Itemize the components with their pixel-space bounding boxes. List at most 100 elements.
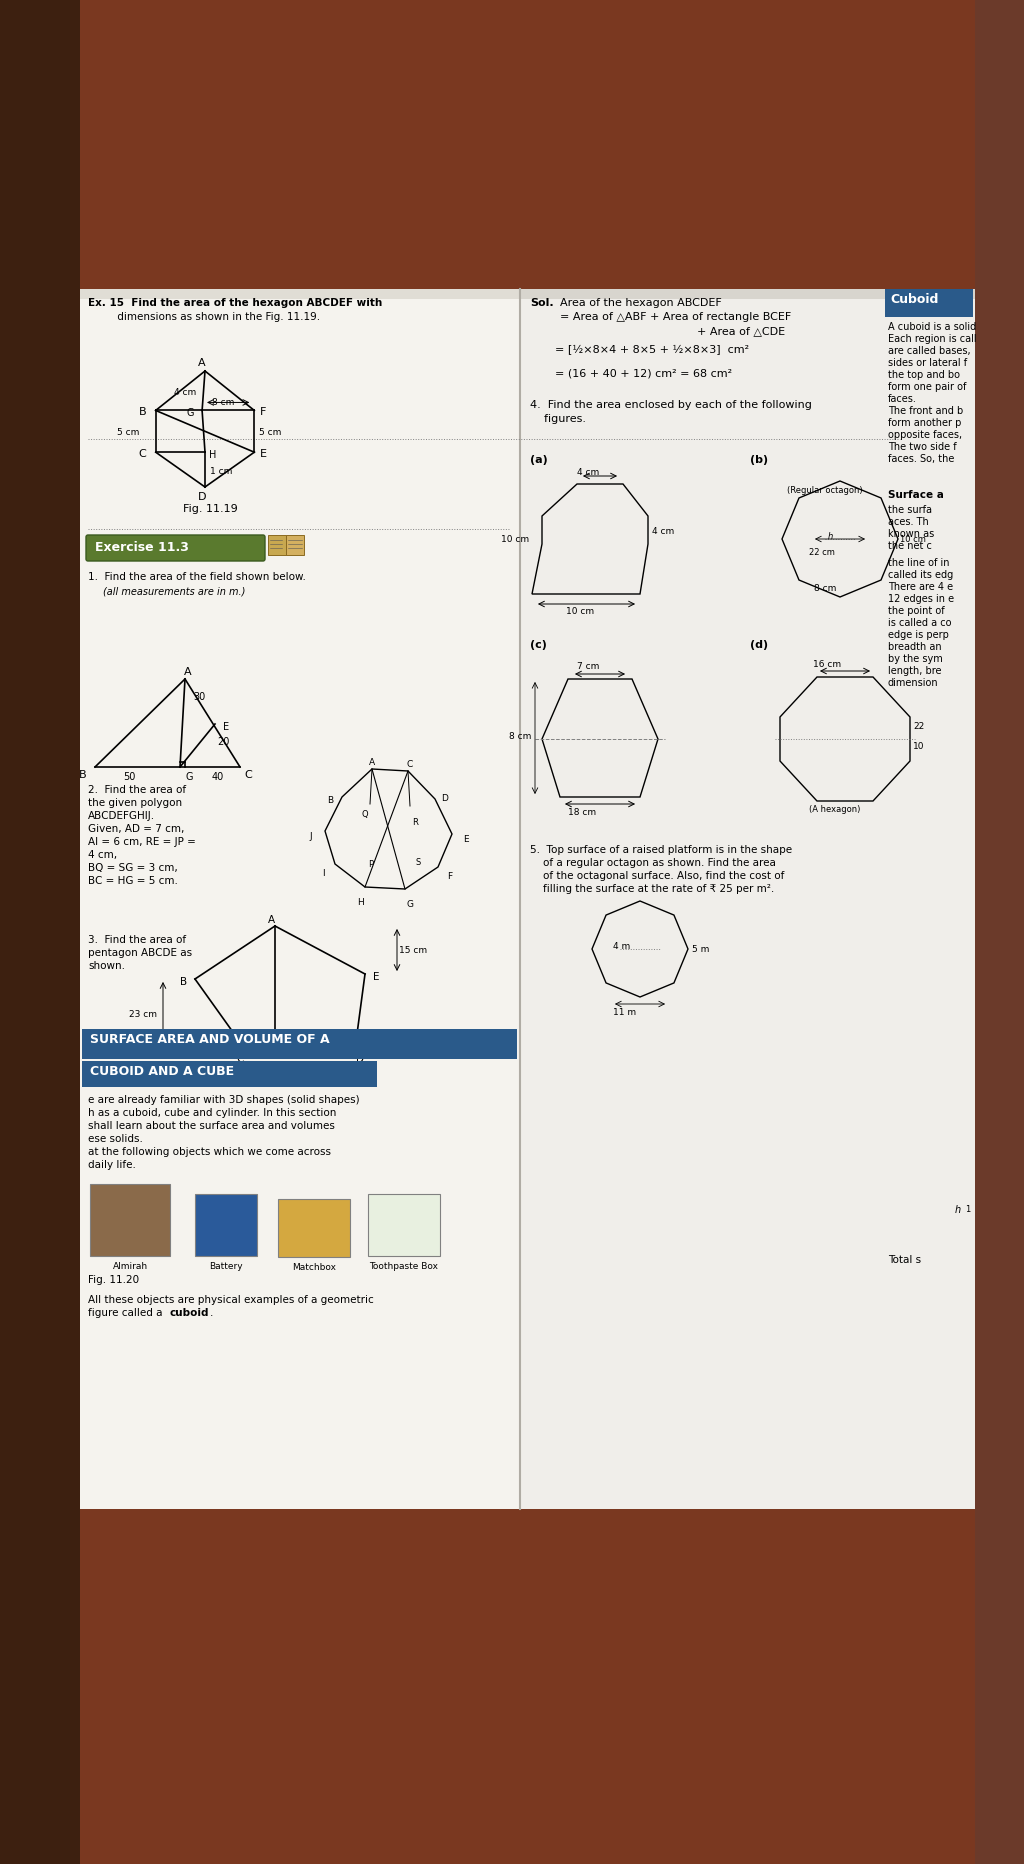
Polygon shape	[520, 289, 975, 1510]
Text: the top and bo: the top and bo	[888, 369, 961, 380]
Text: 8 cm: 8 cm	[212, 399, 234, 406]
Text: B: B	[180, 977, 187, 986]
Text: dimensions as shown in the Fig. 11.19.: dimensions as shown in the Fig. 11.19.	[88, 311, 321, 322]
Polygon shape	[520, 280, 975, 300]
Text: E: E	[260, 449, 267, 459]
Text: 1.  Find the area of the field shown below.: 1. Find the area of the field shown belo…	[88, 572, 306, 582]
Text: A cuboid is a solid: A cuboid is a solid	[888, 322, 976, 332]
Text: 10 cm: 10 cm	[566, 606, 594, 615]
Text: is called a co: is called a co	[888, 617, 951, 628]
Text: ← 15 cm →: ← 15 cm →	[259, 1061, 304, 1070]
Text: Given, AD = 7 cm,: Given, AD = 7 cm,	[88, 824, 184, 833]
Text: 5 cm: 5 cm	[259, 429, 282, 436]
Text: The front and b: The front and b	[888, 406, 964, 416]
Text: h: h	[955, 1204, 962, 1213]
Text: R: R	[412, 818, 418, 826]
Text: 22 cm: 22 cm	[809, 548, 835, 557]
Text: C: C	[237, 1053, 244, 1064]
Text: figure called a: figure called a	[88, 1307, 166, 1318]
Text: = [½×8×4 + 8×5 + ½×8×3]  cm²: = [½×8×4 + 8×5 + ½×8×3] cm²	[555, 345, 750, 354]
Text: Matchbox: Matchbox	[292, 1262, 336, 1271]
Text: J: J	[309, 831, 312, 841]
Text: dimension: dimension	[888, 678, 939, 688]
Text: 20: 20	[217, 736, 229, 747]
Text: h as a cuboid, cube and cylinder. In this section: h as a cuboid, cube and cylinder. In thi…	[88, 1107, 336, 1117]
Text: Each region is call: Each region is call	[888, 334, 977, 343]
Bar	[82, 1029, 517, 1059]
Bar	[195, 1195, 257, 1256]
Text: E: E	[373, 971, 380, 982]
Text: ese solids.: ese solids.	[88, 1133, 143, 1143]
Text: G: G	[185, 772, 193, 781]
Text: Toothpaste Box: Toothpaste Box	[370, 1262, 438, 1271]
Text: B: B	[139, 406, 146, 418]
Text: 1: 1	[965, 1204, 971, 1213]
Text: the line of in: the line of in	[888, 557, 949, 569]
Text: cuboid: cuboid	[170, 1307, 210, 1318]
Text: sides or lateral f: sides or lateral f	[888, 358, 967, 367]
Text: (Regular octagon): (Regular octagon)	[787, 487, 863, 494]
Text: (c): (c)	[530, 639, 547, 651]
Text: the net c: the net c	[888, 541, 932, 550]
Text: 22: 22	[913, 721, 925, 731]
Text: 3.  Find the area of: 3. Find the area of	[88, 934, 186, 945]
Text: 4 cm: 4 cm	[652, 528, 674, 535]
Polygon shape	[80, 0, 975, 289]
Text: 50: 50	[123, 772, 136, 781]
Text: are called bases,: are called bases,	[888, 347, 971, 356]
Text: faces. So, the: faces. So, the	[888, 453, 954, 464]
Text: of a regular octagon as shown. Find the area: of a regular octagon as shown. Find the …	[530, 857, 776, 867]
Text: shall learn about the surface area and volumes: shall learn about the surface area and v…	[88, 1120, 335, 1130]
Text: C: C	[244, 770, 252, 779]
Text: 5 m: 5 m	[692, 945, 710, 954]
Text: G: G	[186, 408, 194, 418]
Text: the point of: the point of	[888, 606, 944, 615]
Text: 5.  Top surface of a raised platform is in the shape: 5. Top surface of a raised platform is i…	[530, 844, 793, 854]
Text: 16 cm: 16 cm	[813, 660, 841, 669]
Text: 2.  Find the area of: 2. Find the area of	[88, 785, 186, 794]
Text: E: E	[223, 721, 229, 731]
Text: SURFACE AREA AND VOLUME OF A: SURFACE AREA AND VOLUME OF A	[90, 1033, 330, 1046]
Text: = Area of △ABF + Area of rectangle BCEF: = Area of △ABF + Area of rectangle BCEF	[560, 311, 792, 322]
Text: A: A	[199, 358, 206, 367]
Text: Total s: Total s	[888, 1254, 922, 1264]
Text: Fig. 11.19: Fig. 11.19	[183, 503, 238, 514]
FancyBboxPatch shape	[86, 535, 265, 561]
Text: Ex. 15  Find the area of the hexagon ABCDEF with: Ex. 15 Find the area of the hexagon ABCD…	[88, 298, 382, 308]
Text: 10: 10	[913, 742, 925, 751]
Text: Exercise 11.3: Exercise 11.3	[95, 541, 188, 554]
Text: 12 edges in e: 12 edges in e	[888, 593, 954, 604]
Text: (b): (b)	[750, 455, 768, 464]
Text: 8 cm: 8 cm	[814, 583, 837, 593]
Text: of the octagonal surface. Also, find the cost of: of the octagonal surface. Also, find the…	[530, 870, 784, 880]
Text: C: C	[407, 761, 413, 768]
Text: 40: 40	[212, 772, 224, 781]
Text: B: B	[327, 796, 333, 805]
Bar	[368, 1195, 440, 1256]
Text: B: B	[79, 770, 87, 779]
Text: Battery: Battery	[209, 1262, 243, 1271]
Text: 4 cm,: 4 cm,	[88, 850, 117, 859]
Text: filling the surface at the rate of ₹ 25 per m².: filling the surface at the rate of ₹ 25 …	[530, 884, 774, 893]
Text: S: S	[415, 857, 420, 867]
Text: the surfa: the surfa	[888, 505, 932, 514]
Text: (a): (a)	[530, 455, 548, 464]
Text: Area of the hexagon ABCDEF: Area of the hexagon ABCDEF	[560, 298, 722, 308]
Text: (d): (d)	[750, 639, 768, 651]
Text: 1 cm: 1 cm	[210, 466, 232, 475]
Text: BC = HG = 5 cm.: BC = HG = 5 cm.	[88, 876, 178, 885]
Text: 11 m: 11 m	[613, 1007, 637, 1016]
Text: 7 cm: 7 cm	[577, 662, 599, 671]
Text: faces.: faces.	[888, 393, 916, 404]
Text: AI = 6 cm, RE = JP =: AI = 6 cm, RE = JP =	[88, 837, 196, 846]
Text: 8 cm: 8 cm	[509, 731, 531, 740]
Text: form another p: form another p	[888, 418, 962, 427]
Bar	[268, 535, 286, 555]
Text: C: C	[139, 449, 146, 459]
Text: The two side f: The two side f	[888, 442, 956, 451]
Text: + Area of △CDE: + Area of △CDE	[620, 326, 785, 336]
Text: F: F	[447, 872, 453, 880]
Polygon shape	[0, 0, 80, 1864]
Polygon shape	[80, 1510, 975, 1864]
Text: BQ = SG = 3 cm,: BQ = SG = 3 cm,	[88, 863, 178, 872]
